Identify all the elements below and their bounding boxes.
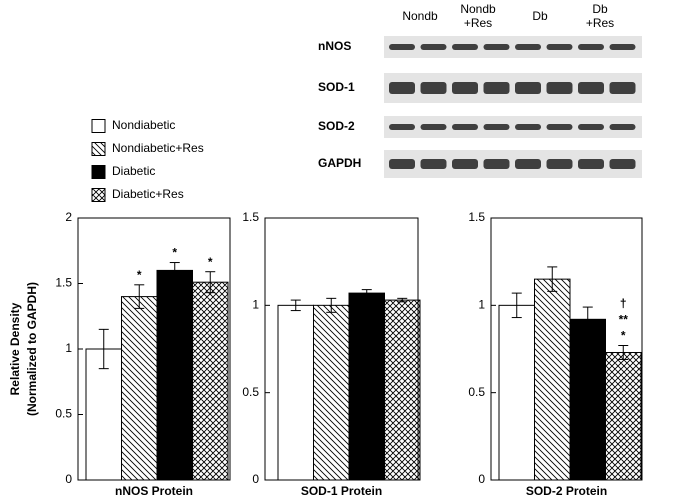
- y-tick-label: 1: [478, 298, 485, 312]
- legend-label: Nondiabetic: [112, 118, 175, 132]
- band: [389, 159, 415, 169]
- legend-swatch: [91, 165, 106, 179]
- significance-mark: *: [621, 329, 626, 343]
- legend-swatch: [91, 142, 106, 156]
- band: [452, 82, 478, 94]
- x-axis-label: SOD-1 Protein: [301, 484, 382, 498]
- y-tick-label: 1: [252, 298, 259, 312]
- plot-frame: [264, 217, 419, 481]
- band: [420, 124, 447, 130]
- band: [515, 44, 541, 50]
- legend-swatch: [91, 188, 106, 202]
- y-tick-label: 1.5: [468, 210, 485, 224]
- band: [420, 44, 447, 50]
- y-axis-label: (Normalized to GAPDH): [25, 282, 39, 416]
- blot-strip: [384, 36, 642, 58]
- bar: [313, 304, 350, 481]
- lane-label: Nondb: [402, 9, 438, 23]
- band: [609, 124, 636, 130]
- y-tick-label: 0: [478, 472, 485, 486]
- band: [483, 124, 510, 130]
- legend-label: Nondiabetic+Res: [112, 141, 204, 155]
- band: [546, 44, 573, 50]
- bar: [348, 292, 385, 481]
- band: [578, 159, 604, 169]
- bar: [605, 351, 642, 481]
- legend-label: Diabetic: [112, 164, 155, 178]
- band: [609, 44, 636, 50]
- lane-label: +Res: [464, 16, 492, 30]
- band: [483, 82, 510, 94]
- lane-label: Nondb: [460, 2, 496, 16]
- lane-label: +Res: [586, 16, 614, 30]
- band: [452, 159, 478, 169]
- bar: [569, 318, 606, 481]
- western-blot: Nondb Nondb+Res Db Db+ResnNOSSOD-1SOD-2GAPD…: [318, 2, 642, 178]
- blot-strip: [384, 116, 642, 138]
- lane-label: Db: [592, 2, 608, 16]
- row-label: SOD-1: [318, 80, 355, 94]
- band: [389, 82, 415, 94]
- y-tick-label: 0.5: [468, 385, 485, 399]
- significance-mark: **: [619, 313, 629, 327]
- y-tick-label: 0.5: [55, 407, 72, 421]
- band: [546, 82, 573, 94]
- x-axis-label: nNOS Protein: [115, 484, 193, 498]
- band: [546, 124, 573, 130]
- bar: [192, 281, 229, 481]
- bar: [277, 304, 314, 481]
- bar: [384, 299, 421, 481]
- band: [389, 124, 415, 130]
- bar: [534, 278, 571, 481]
- band: [483, 159, 510, 169]
- band: [578, 82, 604, 94]
- band: [609, 159, 636, 169]
- row-label: GAPDH: [318, 156, 361, 170]
- y-tick-label: 1.5: [242, 210, 259, 224]
- band: [452, 44, 478, 50]
- plot-frame: [490, 217, 643, 481]
- y-tick-label: 1: [65, 341, 72, 355]
- band: [515, 124, 541, 130]
- band: [578, 44, 604, 50]
- significance-mark: †: [620, 297, 627, 311]
- y-tick-label: 0.5: [242, 385, 259, 399]
- legend-swatch: [91, 119, 106, 133]
- band: [452, 124, 478, 130]
- band: [609, 82, 636, 94]
- band: [578, 124, 604, 130]
- row-label: SOD-2: [318, 119, 355, 133]
- band: [420, 159, 447, 169]
- bar: [498, 304, 535, 481]
- legend-label: Diabetic+Res: [112, 187, 184, 201]
- band: [420, 82, 447, 94]
- band: [515, 82, 541, 94]
- row-label: nNOS: [318, 39, 351, 53]
- significance-mark: *: [172, 246, 177, 260]
- y-axis-label: Relative Density: [8, 302, 22, 395]
- lane-label: Db: [532, 9, 548, 23]
- band: [546, 159, 573, 169]
- bar: [156, 269, 193, 481]
- x-axis-label: SOD-2 Protein: [526, 484, 607, 498]
- significance-mark: *: [137, 268, 142, 282]
- y-tick-label: 0: [65, 472, 72, 486]
- y-tick-label: 1.5: [55, 276, 72, 290]
- band: [483, 44, 510, 50]
- y-tick-label: 0: [252, 472, 259, 486]
- y-tick-label: 2: [65, 210, 72, 224]
- bar: [121, 296, 158, 481]
- band: [515, 159, 541, 169]
- band: [389, 44, 415, 50]
- significance-mark: *: [208, 255, 213, 269]
